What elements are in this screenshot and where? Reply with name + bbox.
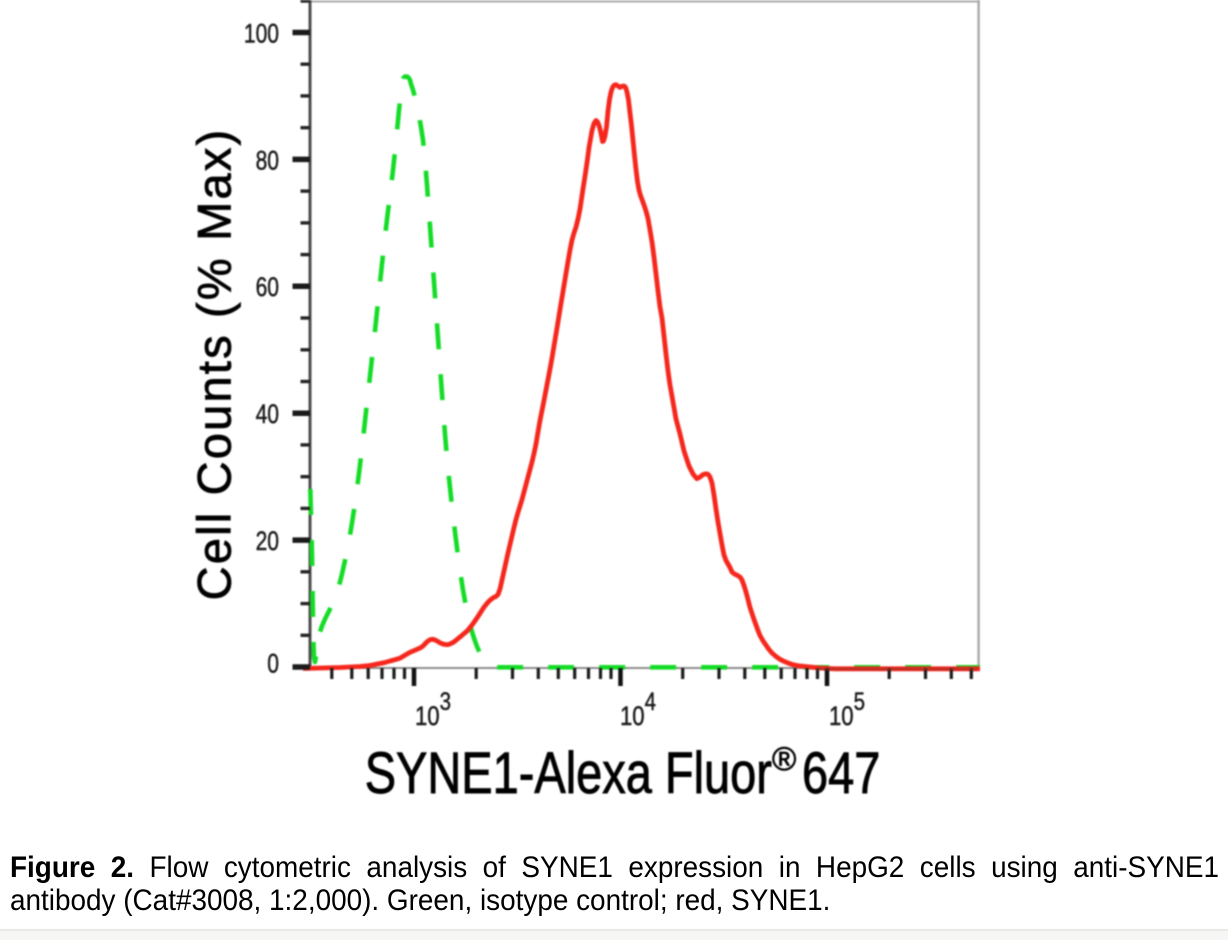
svg-text:Cell Counts (% Max): Cell Counts (% Max) [188,128,241,601]
svg-text:105: 105 [829,687,865,732]
svg-text:0: 0 [267,649,279,679]
svg-text:20: 20 [256,526,279,556]
svg-text:60: 60 [256,273,279,303]
svg-text:40: 40 [256,400,279,430]
svg-text:647: 647 [802,741,880,806]
svg-text:104: 104 [620,687,656,732]
svg-text:100: 100 [244,19,279,49]
svg-text:®: ® [772,740,796,777]
svg-text:103: 103 [415,687,451,732]
svg-text:80: 80 [256,146,279,176]
svg-text:SYNE1-Alexa Fluor: SYNE1-Alexa Fluor [365,741,772,806]
